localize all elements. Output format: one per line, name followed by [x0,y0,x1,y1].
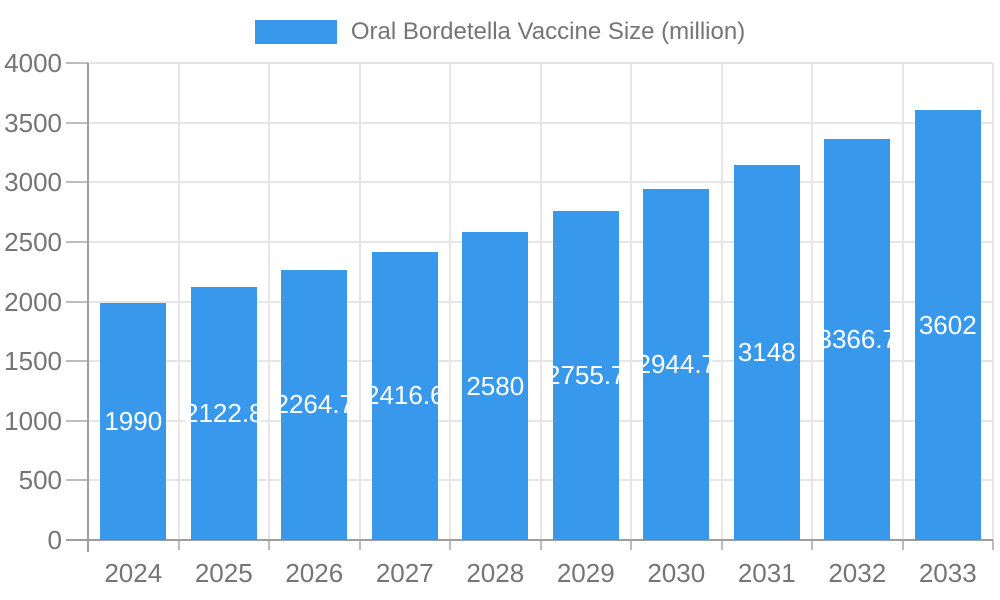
legend-swatch-icon [254,20,337,44]
y-axis-label: 3500 [4,107,62,138]
bar-value-label: 2580 [466,370,525,401]
bar-value-label: 3148 [737,336,796,367]
bar-value-label: 1990 [104,405,163,436]
x-gridline [992,63,994,540]
x-tick [449,540,451,550]
bar[interactable]: 2580 [462,232,529,540]
y-tick [66,419,88,422]
bar[interactable]: 1990 [100,302,167,540]
x-tick [630,540,632,550]
y-tick [66,240,88,243]
y-tick [66,62,88,64]
x-axis-label: 2031 [737,558,796,588]
y-axis-label: 4000 [4,48,62,78]
y-axis-label: 3000 [4,167,62,198]
x-gridline [177,63,180,540]
bar[interactable]: 3366.7 [817,138,897,540]
x-axis-label: 2024 [104,558,163,588]
bar-value-label: 2122.8 [183,397,264,428]
x-tick [177,540,180,550]
x-tick [268,540,270,550]
x-tick [901,540,904,550]
x-axis-label: 2032 [828,558,887,588]
bar[interactable]: 2944.7 [636,188,716,540]
x-gridline [358,63,361,540]
y-tick [66,181,88,184]
x-tick [358,540,361,550]
y-tick [66,121,88,124]
x-gridline [720,63,723,540]
bar[interactable]: 2755.7 [546,211,626,540]
bar[interactable]: 2264.7 [274,269,354,540]
y-axis-label: 2500 [4,226,62,257]
x-axis-label: 2025 [194,558,253,588]
x-axis-label: 2033 [918,558,977,588]
legend-label: Oral Bordetella Vaccine Size (million) [350,18,746,45]
x-tick [992,540,994,550]
bar-value-label: 3366.7 [817,323,898,354]
x-axis-label: 2026 [285,558,344,588]
x-axis-line [66,539,993,541]
x-tick [811,540,813,550]
x-gridline [449,63,451,540]
bar-value-label: 2755.7 [545,360,626,391]
y-tick [66,300,88,303]
legend[interactable]: Oral Bordetella Vaccine Size (million) [0,13,1000,51]
x-tick [720,540,723,550]
y-tick [66,479,88,482]
x-gridline [901,63,904,540]
x-axis-label: 2028 [466,558,525,588]
bar[interactable]: 2122.8 [184,286,264,540]
x-axis-label: 2029 [556,558,615,588]
y-axis-label: 2000 [4,286,62,317]
y-axis-label: 0 [47,525,62,555]
bar[interactable]: 3148 [733,164,800,540]
bar[interactable]: 3602 [914,110,981,540]
x-gridline [539,63,542,540]
x-tick [539,540,542,550]
bar-value-label: 2944.7 [636,348,717,379]
bar-value-label: 3602 [918,309,977,340]
x-gridline [268,63,270,540]
bar-value-label: 2264.7 [274,389,355,420]
y-axis-label: 1000 [4,405,62,436]
y-axis-label: 1500 [4,346,62,377]
y-axis-line [87,63,89,552]
x-axis-label: 2027 [375,558,434,588]
x-gridline [811,63,813,540]
bar-value-label: 2416.6 [364,380,445,411]
y-tick [66,360,88,363]
y-axis-label: 500 [18,465,62,496]
x-axis-label: 2030 [647,558,706,588]
bar[interactable]: 2416.6 [365,251,445,540]
x-gridline [630,63,632,540]
